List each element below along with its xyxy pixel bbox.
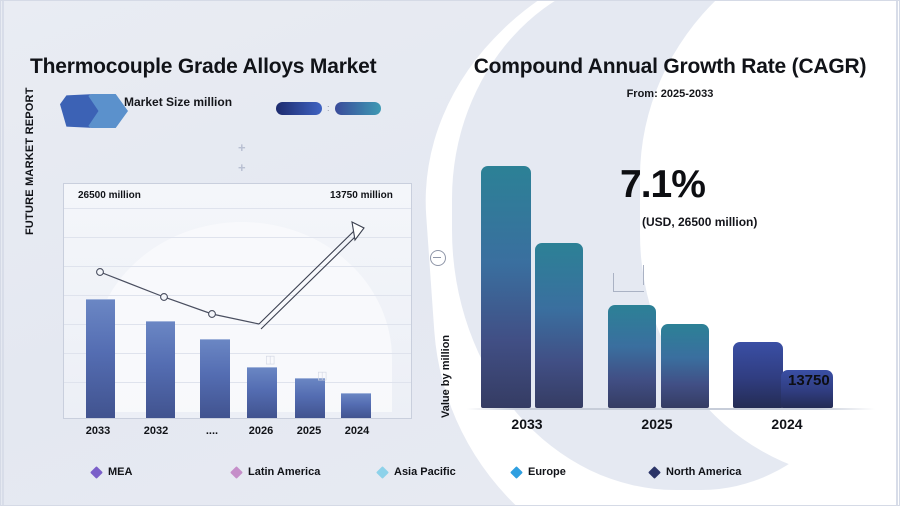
- bar-ellipsis: [200, 339, 230, 418]
- left-edge-line: [2, 0, 4, 506]
- rbar-2025-primary: [608, 305, 656, 408]
- left-chart-plot-area: ◫ ◫: [64, 184, 411, 418]
- left-panel-title: Thermocouple Grade Alloys Market: [30, 55, 377, 78]
- rbar-2033-primary: [481, 166, 531, 408]
- legend-label: Latin America: [248, 466, 321, 478]
- x-label-2026: 2026: [248, 425, 274, 437]
- diamond-icon: [230, 465, 243, 479]
- legend-item-asia-pacific[interactable]: Asia Pacific: [376, 465, 456, 479]
- legend-item-mea[interactable]: MEA: [90, 465, 133, 479]
- x-label-2033: 2033: [85, 425, 111, 437]
- bar-2033: [86, 299, 115, 418]
- left-chart-x-axis: 2033 2032 .... 2026 2025 2024: [63, 425, 410, 443]
- region-legend: MEA Latin America Asia Pacific Europe No…: [80, 464, 820, 486]
- diamond-icon: [376, 465, 389, 479]
- x-label-2024: 2024: [344, 425, 370, 437]
- gridline: [64, 237, 411, 238]
- trend-line-overlay: [96, 221, 365, 330]
- cagr-value: 7.1%: [620, 163, 706, 206]
- gridline: [64, 266, 411, 267]
- right-edge-line: [896, 0, 898, 506]
- bar-2025: [295, 378, 325, 418]
- gridline: [64, 353, 411, 354]
- left-bar-chart: ◫ ◫: [63, 183, 412, 419]
- legend-label: Europe: [528, 466, 566, 478]
- legend-pill-secondary: [334, 102, 381, 115]
- left-chart-right-axis-label: Value by million: [440, 334, 452, 418]
- right-x-label-2033: 2033: [511, 416, 543, 432]
- rbar-2024-primary: [733, 342, 783, 408]
- hex-logo-icon: [60, 94, 128, 128]
- x-label-2025: 2025: [296, 425, 322, 437]
- left-chart-max-label: 26500 million: [78, 190, 141, 201]
- right-chart-baseline: [467, 408, 875, 410]
- right-panel-subtitle: From: 2025-2033: [626, 88, 714, 100]
- diamond-icon: [90, 465, 103, 479]
- right-x-label-2024: 2024: [771, 416, 803, 432]
- cagr-note: (USD, 26500 million): [642, 215, 758, 229]
- bar-2026: [247, 367, 277, 418]
- gridline: [64, 295, 411, 296]
- rbar-2033-secondary: [535, 243, 583, 408]
- diamond-icon: [648, 465, 661, 479]
- legend-label: Asia Pacific: [394, 466, 456, 478]
- circle-minus-icon: [430, 250, 446, 266]
- bar-2024: [341, 393, 371, 418]
- bracket-decoration-icon: [613, 273, 644, 292]
- plus-decoration-icon-2: +: [238, 160, 246, 175]
- right-chart-value-label: 13750: [788, 372, 830, 389]
- legend-pill-separator: :: [327, 103, 330, 113]
- x-label-2032: 2032: [143, 425, 169, 437]
- rbar-2024-secondary: [781, 370, 833, 408]
- gridline: [64, 324, 411, 325]
- legend-label: MEA: [108, 466, 133, 478]
- bracket-decoration-tick: [643, 265, 644, 285]
- legend-item-latin-america[interactable]: Latin America: [230, 465, 321, 479]
- rbar-2025-secondary: [661, 324, 709, 408]
- legend-item-north-america[interactable]: North America: [648, 465, 742, 479]
- market-size-caption: Market Size million: [124, 95, 233, 109]
- plus-decoration-icon-1: +: [238, 140, 246, 155]
- legend-label: North America: [666, 466, 742, 478]
- ghost-icon-1: ◫: [265, 354, 276, 366]
- gridline: [64, 208, 411, 209]
- gridline: [64, 382, 411, 383]
- legend-pill-primary: [276, 102, 322, 115]
- legend-item-europe[interactable]: Europe: [510, 465, 566, 479]
- ghost-icon-2: ◫: [317, 370, 328, 382]
- bar-2032: [146, 321, 175, 418]
- left-chart-y-axis-label: FUTURE MARKET REPORT: [24, 87, 36, 235]
- legend-pill-row: :: [276, 102, 381, 115]
- left-chart-min-label: 13750 million: [330, 190, 393, 201]
- right-panel-title: Compound Annual Growth Rate (CAGR): [473, 55, 867, 78]
- right-x-label-2025: 2025: [641, 416, 673, 432]
- x-label-ellipsis: ....: [205, 425, 219, 437]
- right-bar-chart: 2033 2025 2024: [455, 150, 885, 432]
- diamond-icon: [510, 465, 523, 479]
